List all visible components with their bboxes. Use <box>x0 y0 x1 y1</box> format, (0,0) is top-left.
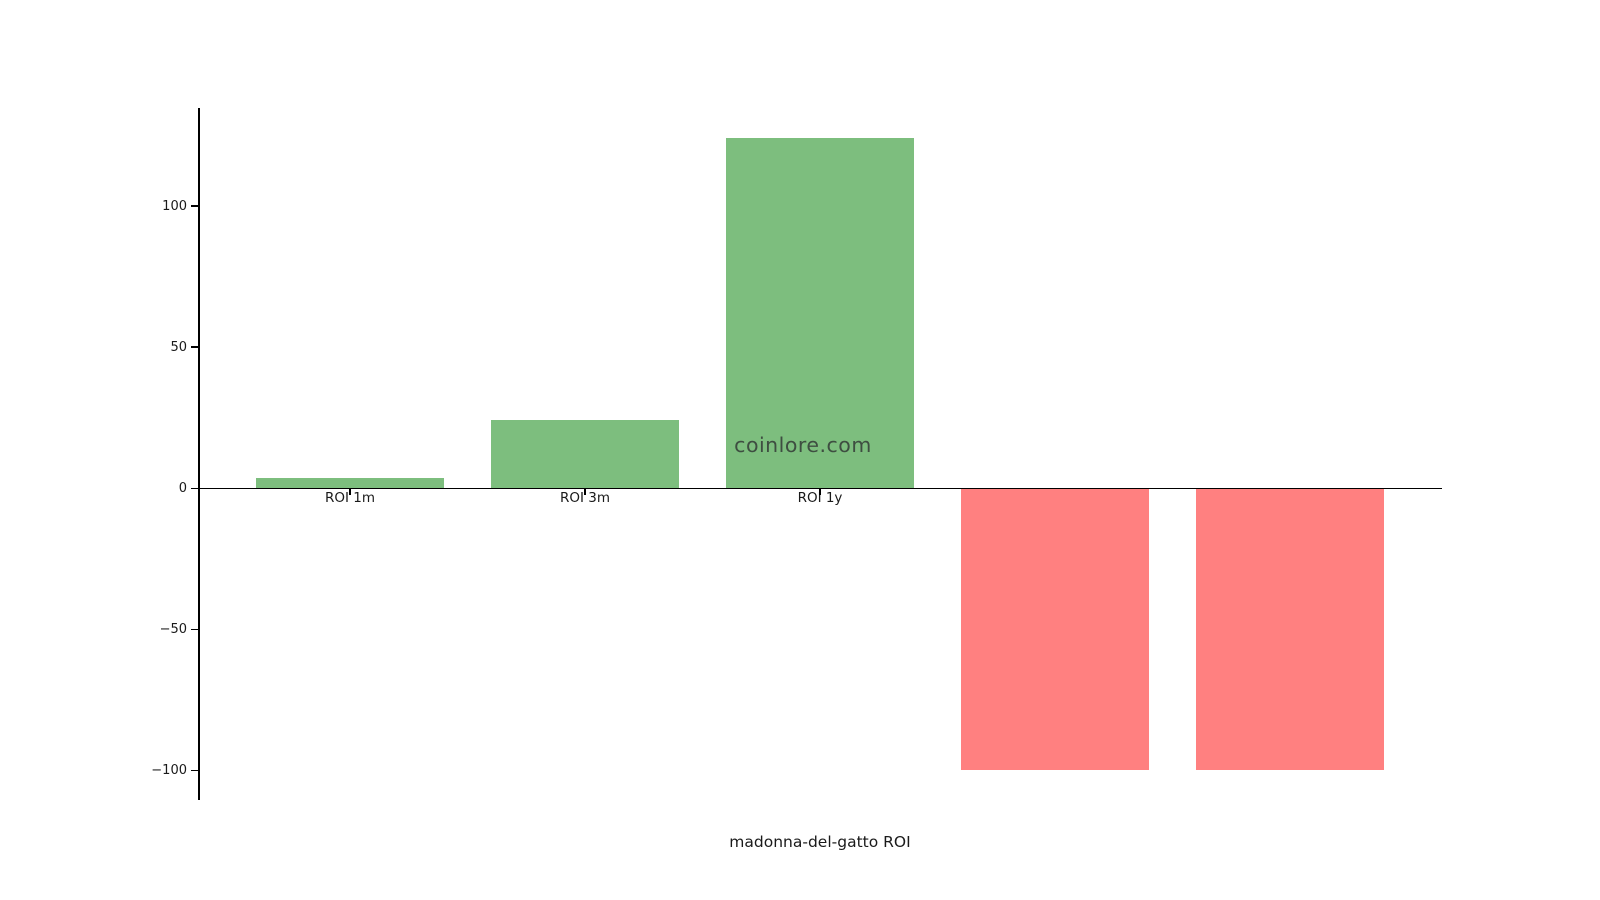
y-tick-mark-100 <box>191 205 198 207</box>
bar-roi-1y <box>726 138 914 489</box>
bar-roi-1m <box>256 478 444 489</box>
x-tick-label-roi-3m: ROI 3m <box>559 490 611 507</box>
watermark-text: coinlore.com <box>734 433 872 457</box>
y-tick-mark--50 <box>191 628 198 630</box>
y-tick-label-50: 50 <box>170 339 187 355</box>
y-tick-mark-50 <box>191 346 198 348</box>
y-tick-label-0: 0 <box>178 480 187 496</box>
y-tick-label--50: −50 <box>159 621 187 637</box>
y-tick-label--100: −100 <box>151 762 187 778</box>
y-tick-label-100: 100 <box>162 198 187 214</box>
x-tick-label-roi-1m: ROI 1m <box>324 490 376 507</box>
y-tick-mark--100 <box>191 769 198 772</box>
x-tick-label-roi-1y: ROI 1y <box>797 490 843 507</box>
bar-roi-5 <box>1196 488 1384 771</box>
y-axis-line <box>198 108 200 800</box>
bar-roi-3m <box>491 420 679 489</box>
x-tick-mark-3 <box>819 488 821 495</box>
y-tick-mark-0 <box>191 487 198 489</box>
x-tick-mark-2 <box>584 488 586 495</box>
chart-title: madonna-del-gatto ROI <box>729 833 911 851</box>
bar-roi-4 <box>961 488 1149 771</box>
x-tick-mark-1 <box>349 488 351 495</box>
